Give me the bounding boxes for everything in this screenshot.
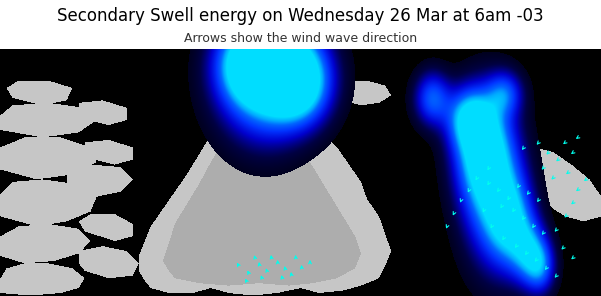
Text: Secondary Swell energy on Wednesday 26 Mar at 6am -03: Secondary Swell energy on Wednesday 26 M…: [57, 7, 544, 25]
Text: Arrows show the wind wave direction: Arrows show the wind wave direction: [184, 32, 417, 45]
